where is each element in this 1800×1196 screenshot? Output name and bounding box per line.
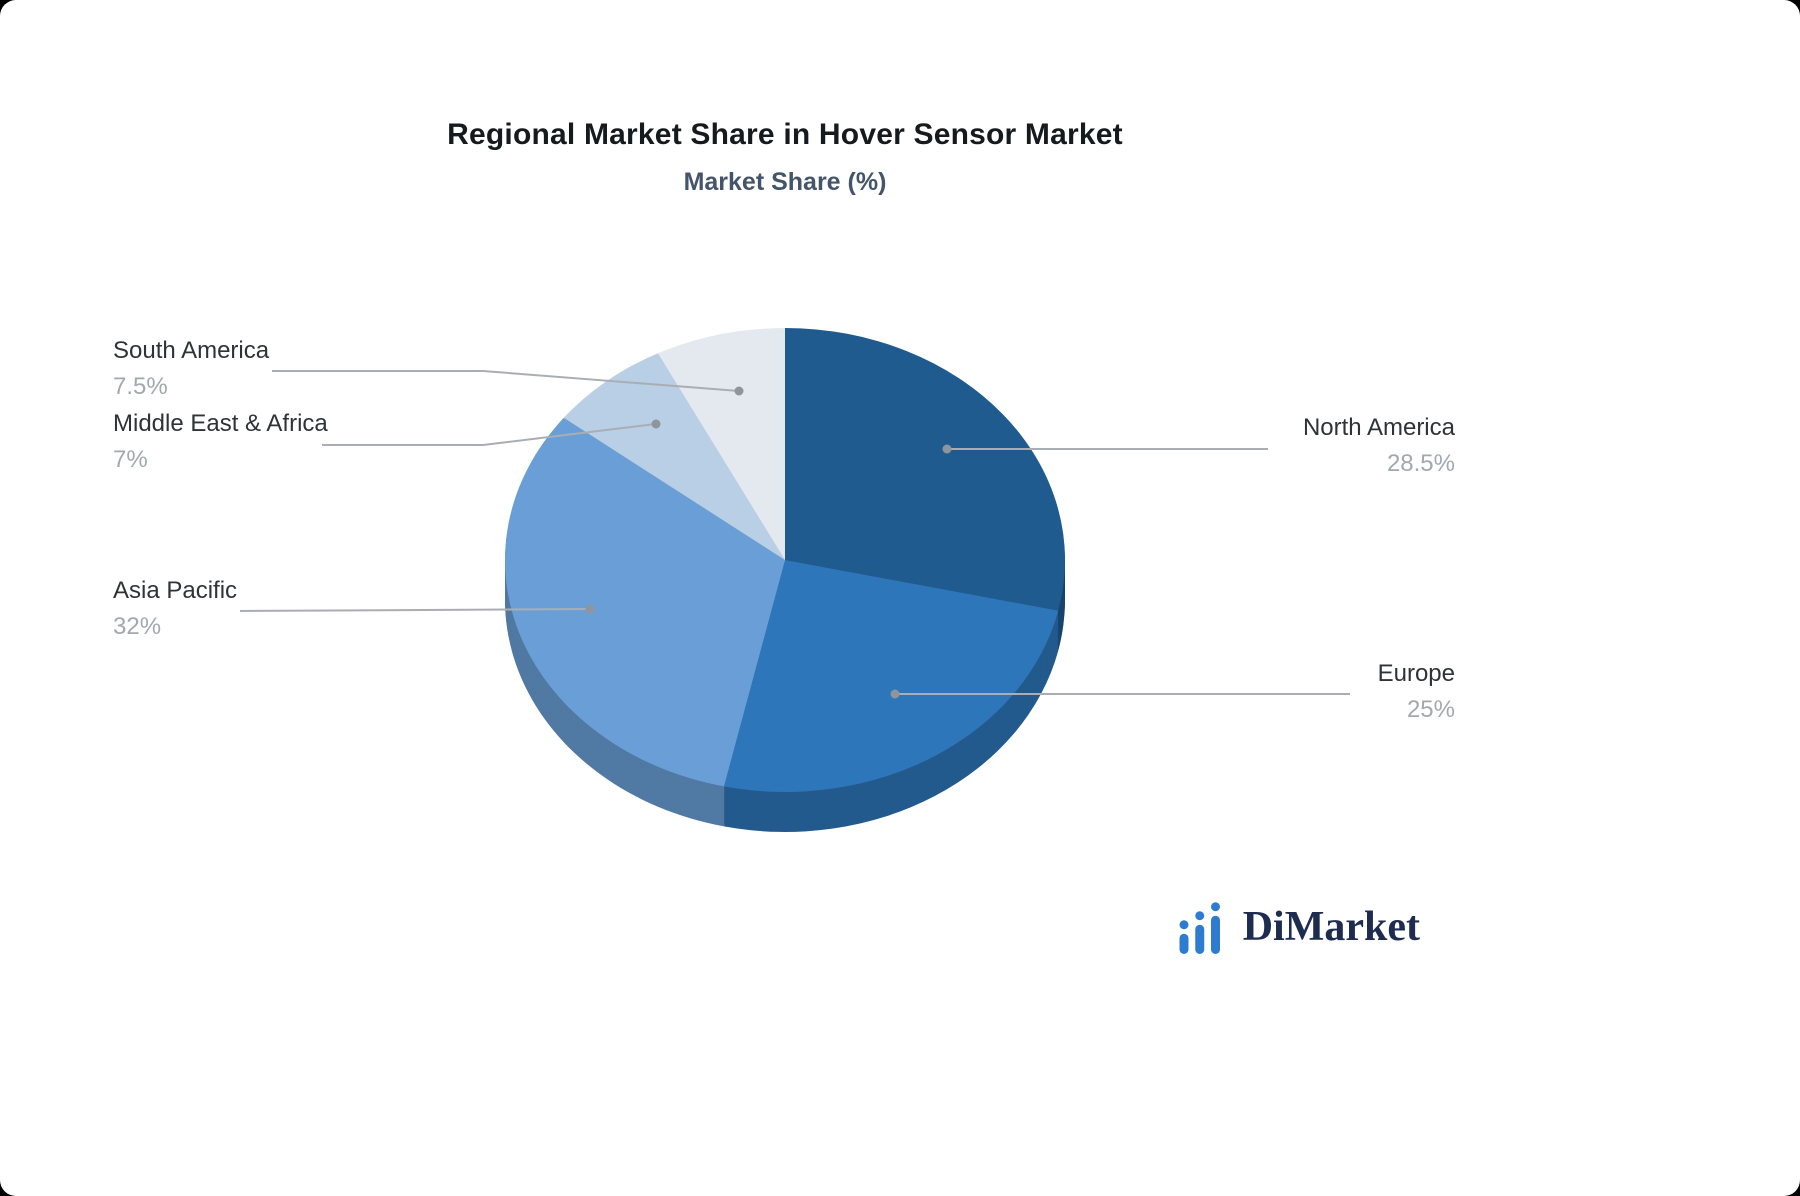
leader-dot-north-america [942, 444, 952, 454]
slice-value: 25% [1406, 696, 1455, 723]
leader-dot-middle-east-africa [651, 419, 661, 429]
chart-title: Regional Market Share in Hover Sensor Ma… [447, 118, 1123, 151]
callout-europe: Europe 25% [1378, 658, 1455, 730]
slice-value: 7.5% [113, 373, 168, 400]
slice-label: North America [1302, 414, 1455, 441]
leader-dot-europe [890, 689, 900, 699]
callout-asia-pacific: Asia Pacific 32% [113, 575, 237, 647]
leader-line-asia-pacific [239, 608, 591, 612]
slice-value: 28.5% [1386, 450, 1455, 477]
slice-value: 32% [113, 613, 162, 640]
dimarket-logo: DiMarket [1175, 900, 1420, 954]
chart-subtitle: Market Share (%) [683, 168, 887, 196]
callout-south-america: South America 7.5% [113, 335, 269, 407]
slice-label: Asia Pacific [113, 577, 238, 604]
leader-line-south-america [272, 370, 740, 392]
pie-slice-europe[interactable] [723, 560, 1059, 792]
leader-dot-asia-pacific [585, 604, 595, 614]
slice-label: Middle East & Africa [113, 410, 328, 437]
pie-slice-asia-pacific[interactable] [504, 417, 785, 787]
bar-chart-icon [1179, 902, 1220, 954]
pie-slice-north-america[interactable] [785, 328, 1065, 611]
chart-header: Regional Market Share in Hover Sensor Ma… [0, 118, 1570, 197]
slice-label: South America [113, 337, 270, 364]
slice-value: 7% [113, 446, 148, 473]
leader-dot-south-america [734, 386, 744, 396]
pie-slice-south-america[interactable] [657, 328, 785, 560]
logo-text: DiMarket [1242, 904, 1420, 950]
slice-label: Europe [1377, 660, 1455, 687]
pie-slice-middle-east-africa[interactable] [563, 353, 785, 560]
callout-middle-east-africa: Middle East & Africa 7% [113, 408, 328, 480]
leader-line-middle-east-africa [322, 423, 657, 446]
callout-north-america: North America 28.5% [1303, 412, 1455, 484]
